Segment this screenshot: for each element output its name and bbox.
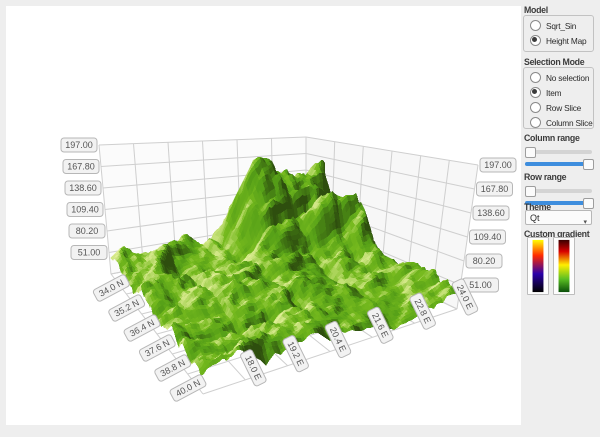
svg-text:167.80: 167.80	[481, 184, 509, 194]
svg-text:80.20: 80.20	[473, 256, 496, 266]
svg-text:80.20: 80.20	[76, 226, 99, 236]
svg-text:197.00: 197.00	[65, 140, 93, 150]
svg-text:109.40: 109.40	[474, 232, 502, 242]
svg-text:51.00: 51.00	[78, 248, 101, 258]
svg-text:197.00: 197.00	[484, 160, 512, 170]
svg-text:167.80: 167.80	[67, 162, 95, 172]
svg-text:138.60: 138.60	[69, 183, 97, 193]
svg-text:51.00: 51.00	[469, 280, 492, 290]
svg-text:138.60: 138.60	[477, 208, 505, 218]
svg-text:109.40: 109.40	[71, 205, 99, 215]
